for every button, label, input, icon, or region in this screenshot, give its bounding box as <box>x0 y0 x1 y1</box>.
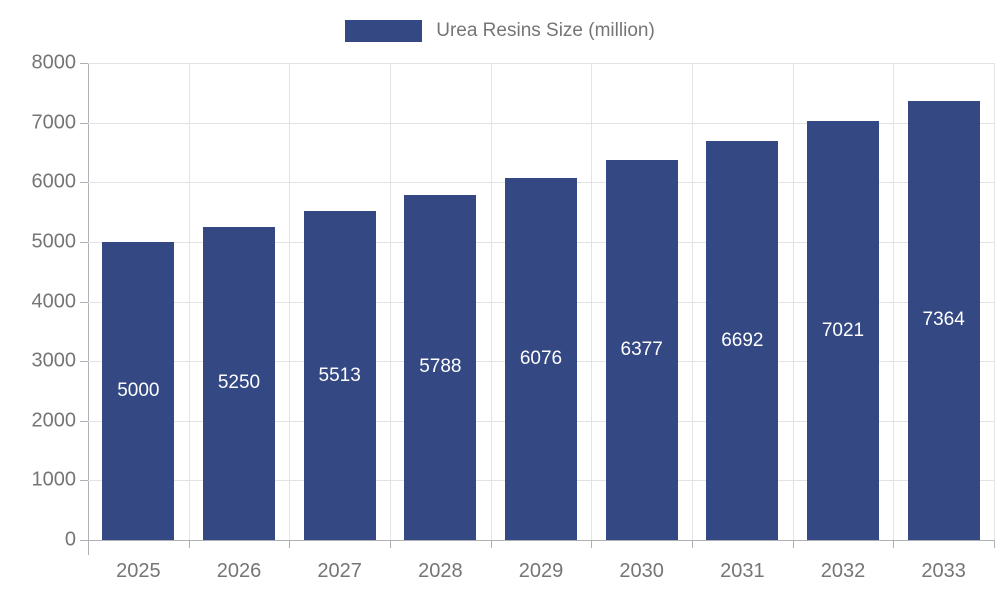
y-tick-mark <box>80 241 88 243</box>
h-gridline <box>88 63 994 64</box>
y-axis-line <box>88 63 89 555</box>
x-tick-label: 2027 <box>317 560 362 582</box>
y-tick-mark <box>80 420 88 422</box>
bar-value-label: 6076 <box>519 347 563 369</box>
legend[interactable]: Urea Resins Size (million) <box>0 20 1000 42</box>
v-gridline <box>491 63 492 540</box>
bar-2031[interactable]: 6692 <box>706 141 779 540</box>
x-tick-mark <box>994 540 995 548</box>
y-tick-label: 2000 <box>31 409 77 432</box>
bar-value-label: 6377 <box>620 338 663 360</box>
bar-2033[interactable]: 7364 <box>907 100 980 540</box>
y-tick-label: 7000 <box>31 111 77 134</box>
bar-value-label: 5513 <box>318 364 361 386</box>
bar-2025[interactable]: 5000 <box>102 241 175 540</box>
x-tick-mark <box>189 540 190 548</box>
x-tick-mark <box>491 540 492 548</box>
y-tick-mark <box>80 301 88 303</box>
v-gridline <box>793 63 794 540</box>
x-tick-mark <box>390 540 391 548</box>
v-gridline <box>289 63 290 540</box>
x-tick-label: 2033 <box>921 560 966 582</box>
v-gridline <box>591 63 592 540</box>
bar-value-label: 5000 <box>117 379 160 401</box>
y-tick-mark <box>80 361 88 363</box>
bar-2027[interactable]: 5513 <box>303 211 376 540</box>
bar-2030[interactable]: 6377 <box>605 159 678 540</box>
bar-value-label: 6692 <box>721 329 764 351</box>
y-tick-label: 8000 <box>31 51 77 74</box>
x-tick-label: 2026 <box>216 560 262 582</box>
legend-swatch <box>345 20 423 42</box>
y-tick-label: 5000 <box>31 230 77 253</box>
plot-area: 5000 5250 5513 5788 6076 6377 6692 7021 7364 <box>88 63 995 540</box>
v-gridline <box>189 63 190 540</box>
legend-label: Urea Resins Size (million) <box>436 20 655 41</box>
v-gridline <box>893 63 894 540</box>
bar-value-label: 7021 <box>821 319 865 341</box>
y-tick-label: 1000 <box>31 468 77 491</box>
bar-2032[interactable]: 7021 <box>807 121 879 540</box>
v-gridline <box>390 63 391 540</box>
y-tick-mark <box>80 122 88 124</box>
y-tick-label: 0 <box>64 528 76 551</box>
v-gridline <box>692 63 693 540</box>
x-tick-label: 2025 <box>116 560 161 582</box>
y-tick-mark <box>80 480 88 482</box>
y-tick-mark <box>80 540 88 541</box>
x-tick-label: 2029 <box>518 560 564 582</box>
x-tick-label: 2032 <box>820 560 866 582</box>
bar-2028[interactable]: 5788 <box>404 194 477 540</box>
y-tick-label: 6000 <box>31 170 77 193</box>
x-tick-label: 2030 <box>619 560 664 582</box>
x-tick-mark <box>793 540 794 548</box>
v-gridline <box>994 63 995 540</box>
x-tick-mark <box>289 540 290 548</box>
x-axis-line <box>88 540 994 541</box>
bar-2029[interactable]: 6076 <box>505 177 577 540</box>
y-tick-label: 4000 <box>31 290 77 312</box>
x-tick-mark <box>893 540 894 548</box>
bar-2026[interactable]: 5250 <box>203 226 275 540</box>
y-tick-mark <box>80 182 88 184</box>
y-tick-label: 3000 <box>31 349 77 372</box>
x-tick-mark <box>591 540 592 548</box>
bar-value-label: 5788 <box>419 356 462 378</box>
y-tick-mark <box>80 63 88 64</box>
x-tick-mark <box>692 540 693 548</box>
bar-value-label: 7364 <box>922 309 965 331</box>
x-tick-label: 2028 <box>418 560 463 582</box>
bar-value-label: 5250 <box>217 372 261 394</box>
x-tick-label: 2031 <box>720 560 765 582</box>
h-gridline <box>88 122 994 124</box>
